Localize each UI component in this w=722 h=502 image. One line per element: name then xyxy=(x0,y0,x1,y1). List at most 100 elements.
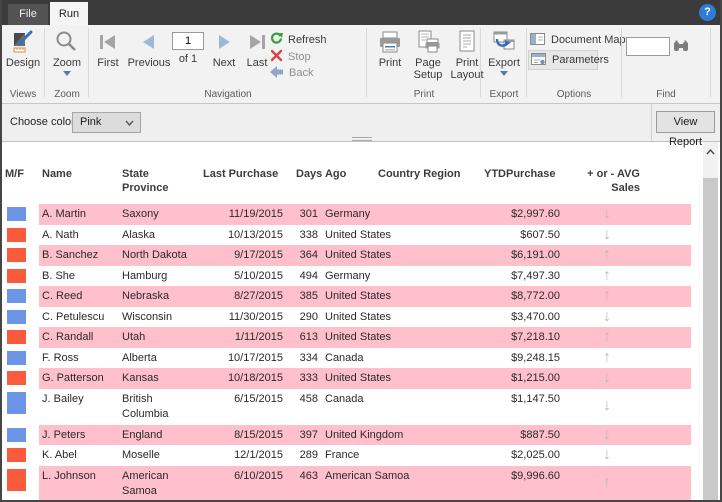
table-row: B. She Hamburg 5/10/2015 494 Germany $7,497.3… xyxy=(0,266,703,287)
cell-state-province: Alaska xyxy=(122,228,156,241)
scroll-up-button[interactable] xyxy=(703,142,718,159)
cell-country-region: United States xyxy=(325,290,392,302)
cell-days-ago: 385 xyxy=(299,290,318,302)
color-select[interactable]: Pink xyxy=(72,112,141,133)
cell-ytd-purchase: $7,497.30 xyxy=(511,269,560,282)
cell-ytd-purchase: $887.50 xyxy=(520,428,560,441)
cell-last-purchase: 8/15/2015 xyxy=(234,428,283,441)
cell-country-region: United States xyxy=(325,372,392,384)
table-row: K. Abel Moselle 12/1/2015 289 France $2,025.0… xyxy=(0,445,703,466)
group-separator xyxy=(621,28,622,97)
cell-country-region: United States xyxy=(325,310,392,323)
stop-button[interactable]: Stop xyxy=(270,49,311,65)
cell-name: B. She xyxy=(42,269,76,282)
document-map-icon xyxy=(530,33,545,45)
table-row: L. Johnson American Samoa 6/10/2015 463 Amer… xyxy=(0,465,703,500)
cell-name: F. Ross xyxy=(42,351,79,364)
cell-days-ago: 334 xyxy=(299,351,318,364)
gender-swatch xyxy=(7,427,26,442)
zoom-button[interactable]: Zoom xyxy=(46,27,88,85)
chevron-down-icon xyxy=(125,120,134,126)
trend-down-icon: ↓ xyxy=(603,307,611,325)
group-label-print: Print xyxy=(413,89,435,100)
cell-ytd-purchase: $607.50 xyxy=(520,228,560,241)
design-button[interactable]: Design xyxy=(2,27,44,85)
print-layout-button[interactable]: Print Layout xyxy=(448,27,486,85)
previous-page-button[interactable]: Previous xyxy=(126,27,172,85)
cell-name: C. Petulescu xyxy=(42,310,105,323)
cell-days-ago: 301 xyxy=(299,208,318,220)
print-layout-icon xyxy=(459,30,475,52)
row-highlight-band xyxy=(39,286,691,307)
print-layout-label-2: Layout xyxy=(450,69,484,81)
export-label: Export xyxy=(488,57,520,69)
window-border xyxy=(720,0,722,502)
parameters-label: Parameters xyxy=(552,54,609,66)
cell-country-region: Germany xyxy=(325,208,371,220)
cell-name: A. Martin xyxy=(42,208,87,220)
divider xyxy=(651,104,652,141)
export-button[interactable]: Export xyxy=(484,27,524,85)
cell-last-purchase: 6/15/2015 xyxy=(234,392,283,405)
cell-country-region: United Kingdom xyxy=(325,428,404,441)
vertical-scrollbar[interactable] xyxy=(703,142,718,500)
group-label-zoom: Zoom xyxy=(54,89,80,100)
cell-state-province: Kansas xyxy=(122,372,159,384)
gender-swatch xyxy=(7,350,26,365)
help-icon[interactable]: ? xyxy=(699,4,716,21)
refresh-label: Refresh xyxy=(288,34,327,46)
document-map-toggle[interactable]: Document Map xyxy=(530,33,626,46)
parameters-toggle[interactable]: Parameters xyxy=(531,53,609,66)
tab-run[interactable]: Run xyxy=(50,2,88,25)
first-page-button[interactable]: First xyxy=(90,27,126,85)
next-page-button[interactable]: Next xyxy=(206,27,242,85)
document-map-label: Document Map xyxy=(551,34,626,46)
back-button[interactable]: Back xyxy=(270,66,313,82)
cell-state-province: Hamburg xyxy=(122,269,168,282)
cell-country-region: France xyxy=(325,449,360,461)
scrollbar-thumb[interactable] xyxy=(703,159,718,178)
row-highlight-band xyxy=(39,424,691,445)
cell-ytd-purchase: $9,996.60 xyxy=(511,469,560,482)
cell-days-ago: 338 xyxy=(299,228,318,241)
row-highlight-band xyxy=(39,465,691,500)
cell-days-ago: 458 xyxy=(299,392,318,405)
splitter-grip[interactable] xyxy=(352,137,372,141)
gender-swatch xyxy=(7,371,26,385)
group-separator xyxy=(44,28,45,97)
print-button[interactable]: Print xyxy=(372,27,408,85)
cell-days-ago: 494 xyxy=(299,269,318,282)
gender-swatch xyxy=(7,391,26,414)
cell-country-region: United States xyxy=(325,228,392,241)
table-row: C. Reed Nebraska 8/27/2015 385 United States… xyxy=(0,286,703,307)
col-header-ytd: YTDPurchase xyxy=(484,168,556,180)
design-icon xyxy=(13,30,33,53)
last-page-button[interactable]: Last xyxy=(242,27,272,85)
print-label: Print xyxy=(378,57,402,69)
cell-state-province: Moselle xyxy=(122,449,160,461)
first-page-icon xyxy=(100,35,115,49)
report-body: M/F Name State Province Last Purchase Da… xyxy=(0,142,722,500)
choose-color-label: Choose color xyxy=(10,116,75,128)
stop-label: Stop xyxy=(288,51,311,63)
table-row: C. Petulescu Wisconsin 11/30/2015 290 United… xyxy=(0,307,703,328)
group-separator xyxy=(526,28,527,97)
page-setup-button[interactable]: Page Setup xyxy=(409,27,447,85)
table-row: J. Peters England 8/15/2015 397 United Kingd… xyxy=(0,424,703,445)
print-layout-label-1: Print xyxy=(455,57,479,69)
gender-swatch xyxy=(7,268,26,283)
find-button[interactable] xyxy=(673,40,689,58)
find-input[interactable] xyxy=(626,37,670,56)
cell-country-region: Canada xyxy=(325,392,364,405)
refresh-button[interactable]: Refresh xyxy=(270,32,327,48)
trend-down-icon: ↓ xyxy=(603,225,611,243)
page-number-input[interactable] xyxy=(172,32,204,50)
gender-swatch xyxy=(7,309,26,324)
view-report-button[interactable]: View Report xyxy=(656,111,715,148)
group-label-views: Views xyxy=(9,89,37,100)
tab-file[interactable]: File xyxy=(8,4,48,25)
gender-swatch xyxy=(7,207,26,221)
cell-last-purchase: 10/17/2015 xyxy=(227,351,283,364)
col-header-avg-1: + or - AVG xyxy=(587,168,640,180)
window-border xyxy=(0,500,722,502)
